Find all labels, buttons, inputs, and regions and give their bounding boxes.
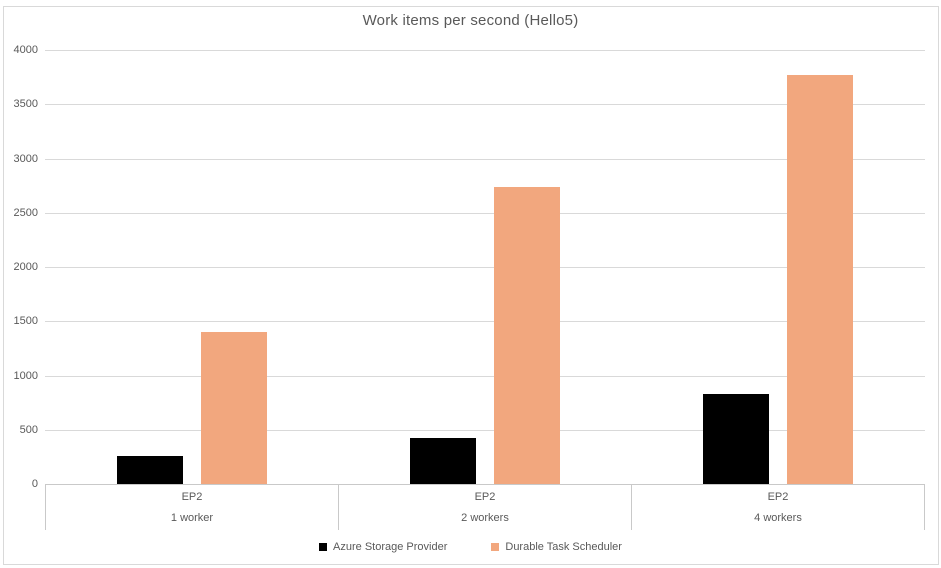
category-instance-label: EP2 [181, 491, 203, 503]
legend-label-durable-task-scheduler: Durable Task Scheduler [505, 541, 622, 553]
plot-area [45, 50, 925, 484]
legend-swatch-icon [319, 543, 328, 551]
y-axis-tick-label-3500: 3500 [13, 98, 38, 111]
legend: Azure Storage Provider Durable Task Sched… [0, 541, 941, 553]
gridline-3500 [45, 104, 925, 106]
y-axis-tick-label-1500: 1500 [13, 315, 38, 328]
y-axis-tick-label-500: 500 [19, 423, 38, 436]
bar-durable-task-scheduler-1-worker [200, 332, 267, 484]
bar-azure-storage-provider-4-workers [703, 393, 770, 484]
y-axis-tick-label-0: 0 [31, 478, 38, 490]
legend-swatch-icon [491, 543, 500, 551]
category-workers-label: 1 worker [170, 512, 214, 524]
category-cell-2-workers: EP2 2 workers [338, 485, 631, 530]
chart-title: Work items per second (Hello5) [362, 12, 579, 29]
bar-durable-task-scheduler-4-workers [787, 74, 854, 484]
y-axis-tick-label-1000: 1000 [13, 369, 38, 382]
legend-item-durable-task-scheduler: Durable Task Scheduler [491, 541, 622, 553]
legend-label-azure-storage-provider: Azure Storage Provider [333, 541, 448, 553]
y-axis: 0 500 1000 1500 2000 2500 3000 3500 4000 [0, 44, 38, 490]
y-axis-tick-label-2500: 2500 [13, 206, 38, 219]
category-axis: EP2 1 worker EP2 2 workers EP2 4 workers [45, 484, 925, 530]
bar-group-4-workers [632, 50, 925, 484]
y-axis-tick-label-3000: 3000 [13, 152, 38, 165]
gridline-500 [45, 429, 925, 431]
category-cell-1-worker: EP2 1 worker [45, 485, 338, 530]
gridline-2500 [45, 212, 925, 214]
gridline-2000 [45, 267, 925, 268]
bar-durable-task-scheduler-2-workers [493, 186, 560, 484]
gridline-4000 [45, 50, 925, 51]
bar-group-2-workers [338, 50, 631, 484]
bar-group-1-worker [45, 50, 338, 484]
category-workers-label: 4 workers [754, 512, 802, 524]
category-instance-label: EP2 [474, 491, 496, 503]
legend-item-azure-storage-provider: Azure Storage Provider [319, 541, 447, 553]
gridline-3000 [45, 158, 925, 160]
bar-azure-storage-provider-1-worker [116, 455, 183, 484]
y-axis-tick-label-2000: 2000 [13, 261, 38, 273]
category-instance-label: EP2 [767, 491, 789, 503]
bar-azure-storage-provider-2-workers [409, 438, 476, 484]
y-axis-tick-label-4000: 4000 [13, 44, 38, 56]
gridline-1500 [45, 321, 925, 323]
category-cell-4-workers: EP2 4 workers [631, 485, 925, 530]
gridline-1000 [45, 375, 925, 377]
category-workers-label: 2 workers [461, 512, 509, 524]
